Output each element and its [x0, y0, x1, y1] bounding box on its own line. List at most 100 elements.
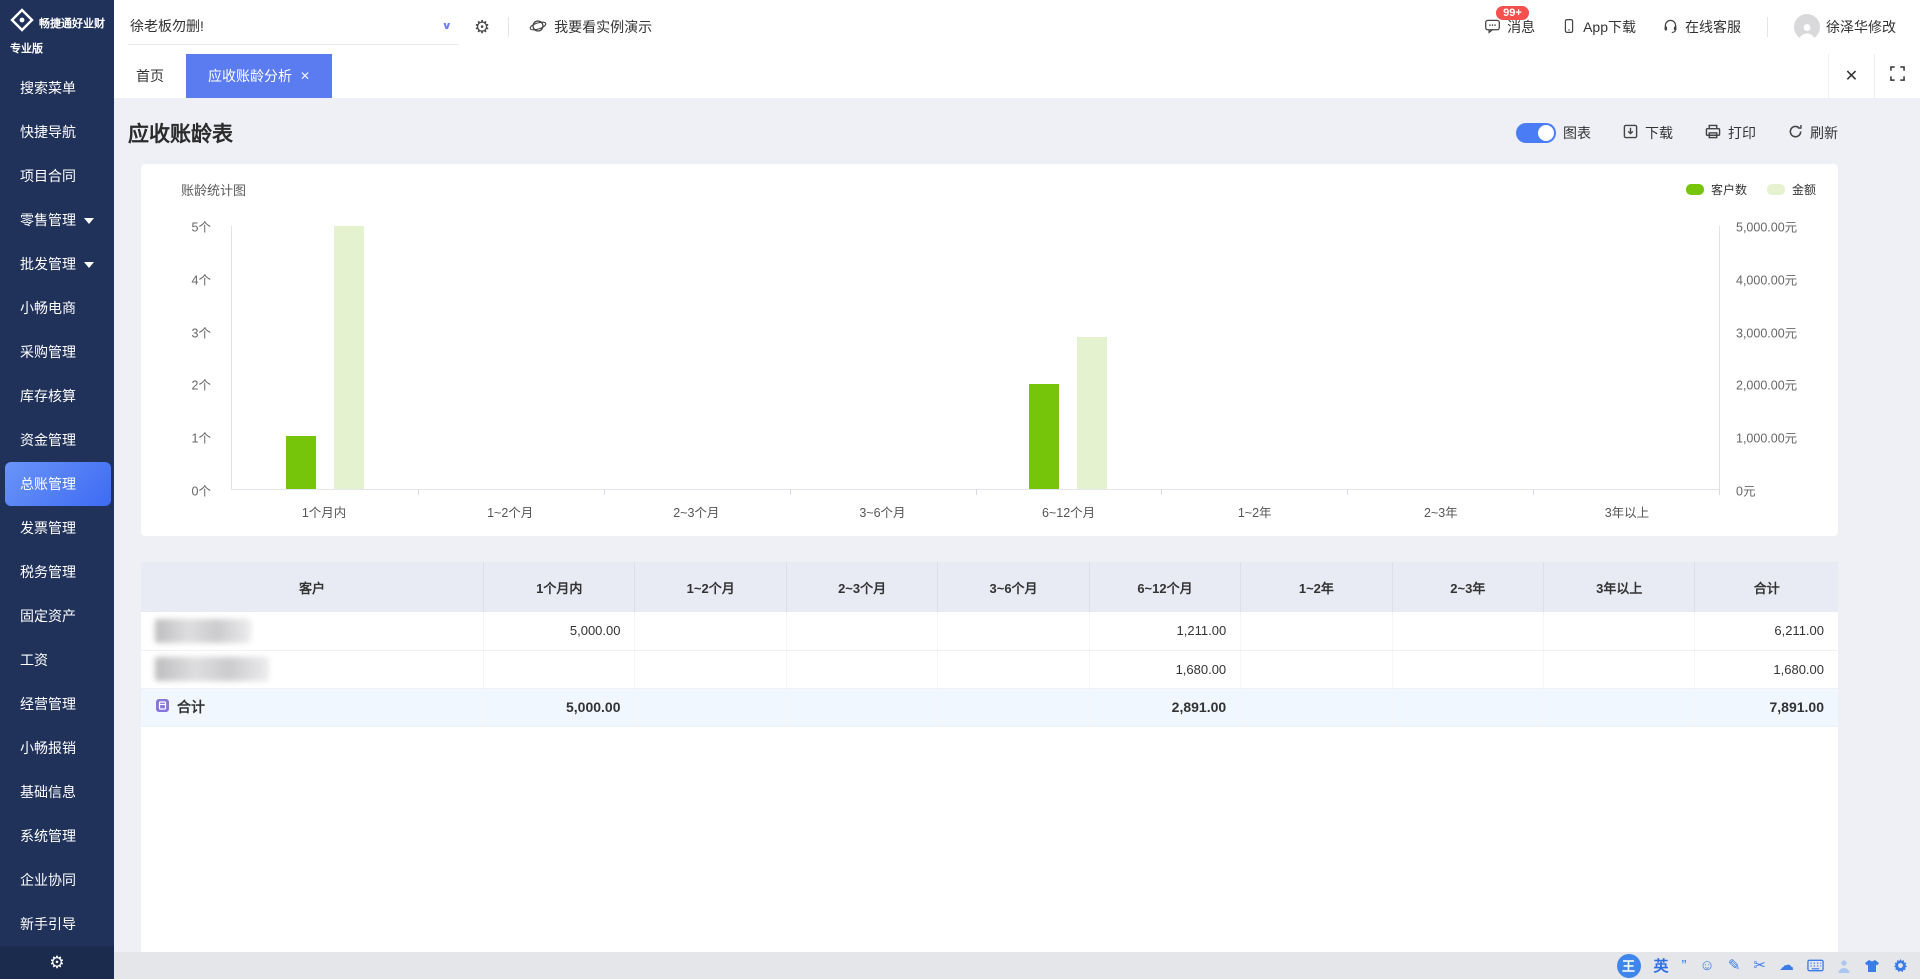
- customer-cell[interactable]: [141, 650, 484, 689]
- cloud-icon[interactable]: ☁: [1779, 957, 1794, 974]
- value-cell: [1391, 612, 1544, 651]
- user-menu[interactable]: 徐泽华修改: [1794, 14, 1896, 40]
- chart-toggle[interactable]: 图表: [1516, 123, 1591, 143]
- table-row[interactable]: 1,680.00 1,680.00: [141, 650, 1838, 689]
- ime-language-toggle[interactable]: 英: [1653, 958, 1669, 975]
- column-header-1~2年: 1~2年: [1240, 562, 1393, 612]
- y-right-tick: 4,000.00元: [1736, 273, 1798, 288]
- summary-icon: [155, 698, 170, 716]
- axis-tick: [789, 489, 791, 495]
- total-value-cell: 2,891.00: [1088, 688, 1241, 727]
- sidebar-item-资金管理[interactable]: 资金管理: [0, 418, 114, 462]
- ime-icon[interactable]: 王: [1616, 953, 1641, 978]
- redacted-customer-name: [155, 657, 269, 681]
- legend-label: 金额: [1791, 183, 1816, 197]
- online-support-button[interactable]: 在线客服: [1662, 17, 1741, 37]
- y-right-tick: 0元: [1736, 484, 1756, 499]
- bar-group-2~3个月: [604, 226, 790, 489]
- tab-close-icon[interactable]: ✕: [300, 69, 311, 83]
- sidebar-item-搜索菜单[interactable]: 搜索菜单: [0, 66, 114, 110]
- customer-cell[interactable]: [141, 612, 484, 651]
- shirt-icon[interactable]: [1864, 959, 1880, 973]
- sidebar-item-label: 企业协同: [20, 872, 76, 888]
- sidebar-item-工资[interactable]: 工资: [0, 638, 114, 682]
- brand-name: 畅捷通好业财: [39, 17, 105, 30]
- sidebar-item-新手引导[interactable]: 新手引导: [0, 902, 114, 946]
- username: 徐泽华修改: [1826, 19, 1896, 35]
- app-download-button[interactable]: App下载: [1561, 17, 1636, 37]
- sidebar-settings-button[interactable]: ⚙: [0, 946, 114, 979]
- sidebar-item-经营管理[interactable]: 经营管理: [0, 682, 114, 726]
- axis-tick: [1719, 489, 1720, 495]
- column-header-1个月内: 1个月内: [483, 562, 635, 612]
- smiley-icon[interactable]: ☺: [1699, 957, 1715, 974]
- keyboard-icon[interactable]: [1807, 959, 1824, 972]
- total-label: 合计: [155, 697, 469, 717]
- messages-button[interactable]: 99+ 消息: [1484, 6, 1535, 37]
- sidebar-item-项目合同[interactable]: 项目合同: [0, 154, 114, 198]
- x-tick-3~6个月: 3~6个月: [859, 506, 906, 520]
- bar-group-1~2个月: [418, 226, 604, 489]
- sidebar-item-小畅报销[interactable]: 小畅报销: [0, 726, 114, 770]
- sidebar-item-label: 系统管理: [20, 828, 76, 844]
- sidebar-item-总账管理[interactable]: 总账管理: [5, 462, 111, 506]
- sidebar-item-label: 小畅报销: [20, 740, 76, 756]
- sidebar-item-固定资产[interactable]: 固定资产: [0, 594, 114, 638]
- sidebar-item-label: 新手引导: [20, 916, 76, 932]
- tab-首页[interactable]: 首页: [114, 54, 186, 98]
- y-left-tick: 5个: [191, 220, 211, 235]
- sidebar-item-企业协同[interactable]: 企业协同: [0, 858, 114, 902]
- avatar: [1794, 14, 1820, 40]
- bar-group-3~6个月: [790, 226, 976, 489]
- y-right-tick: 2,000.00元: [1736, 378, 1798, 393]
- sidebar-item-label: 资金管理: [20, 432, 76, 448]
- value-cell: [785, 612, 938, 651]
- tab-应收账龄分析[interactable]: 应收账龄分析 ✕: [186, 54, 333, 98]
- column-header-3年以上: 3年以上: [1543, 562, 1695, 612]
- bar-customers: [285, 436, 316, 489]
- sidebar-item-系统管理[interactable]: 系统管理: [0, 814, 114, 858]
- gear-icon[interactable]: [1893, 958, 1908, 973]
- download-button[interactable]: 下载: [1623, 123, 1673, 143]
- refresh-button[interactable]: 刷新: [1788, 123, 1838, 143]
- person-icon[interactable]: [1837, 959, 1851, 973]
- settings-gear-button[interactable]: ⚙: [474, 16, 491, 37]
- legend-item-客户数[interactable]: 客户数: [1685, 181, 1747, 198]
- fullscreen-button[interactable]: [1874, 54, 1920, 98]
- sidebar-item-快捷导航[interactable]: 快捷导航: [0, 110, 114, 154]
- demo-link[interactable]: 我要看实例演示: [529, 17, 652, 38]
- toggle-switch[interactable]: [1516, 123, 1556, 143]
- divider: [508, 17, 510, 37]
- table-row[interactable]: 5,000.00 1,211.00 6,211.00: [141, 612, 1838, 651]
- quote-icon[interactable]: ”: [1681, 957, 1687, 974]
- x-tick-3年以上: 3年以上: [1604, 506, 1650, 520]
- pen-icon[interactable]: ✎: [1727, 957, 1741, 974]
- brand-icon: [10, 8, 34, 37]
- sidebar-item-小畅电商[interactable]: 小畅电商: [0, 286, 114, 330]
- sidebar-item-零售管理[interactable]: 零售管理: [0, 198, 114, 242]
- value-cell: [1240, 612, 1393, 651]
- tabs: 首页 应收账龄分析 ✕: [114, 54, 333, 98]
- column-header-1~2个月: 1~2个月: [634, 562, 787, 612]
- sidebar-item-批发管理[interactable]: 批发管理: [0, 242, 114, 286]
- legend-item-金额[interactable]: 金额: [1766, 181, 1816, 198]
- print-button[interactable]: 打印: [1705, 123, 1756, 143]
- bar-group-2~3年: [1347, 226, 1533, 489]
- sidebar-item-税务管理[interactable]: 税务管理: [0, 550, 114, 594]
- x-tick-1~2个月: 1~2个月: [487, 506, 534, 520]
- chart-legend: 客户数 金额: [1685, 181, 1816, 198]
- bar-customers: [1029, 383, 1060, 489]
- sidebar-item-label: 经营管理: [20, 696, 76, 712]
- account-selector[interactable]: 徐老板勿删! ∨: [128, 10, 458, 45]
- sidebar-item-发票管理[interactable]: 发票管理: [0, 506, 114, 550]
- close-all-tabs-button[interactable]: ✕: [1828, 54, 1874, 98]
- total-value-cell: [1543, 688, 1695, 727]
- sidebar-item-采购管理[interactable]: 采购管理: [0, 330, 114, 374]
- sidebar-item-库存核算[interactable]: 库存核算: [0, 374, 114, 418]
- column-header-3~6个月: 3~6个月: [937, 562, 1090, 612]
- scissors-icon[interactable]: ✂: [1753, 957, 1766, 974]
- total-value-cell: [634, 688, 787, 727]
- sidebar-item-基础信息[interactable]: 基础信息: [0, 770, 114, 814]
- sidebar-item-label: 工资: [20, 652, 48, 668]
- axis-tick: [975, 489, 977, 495]
